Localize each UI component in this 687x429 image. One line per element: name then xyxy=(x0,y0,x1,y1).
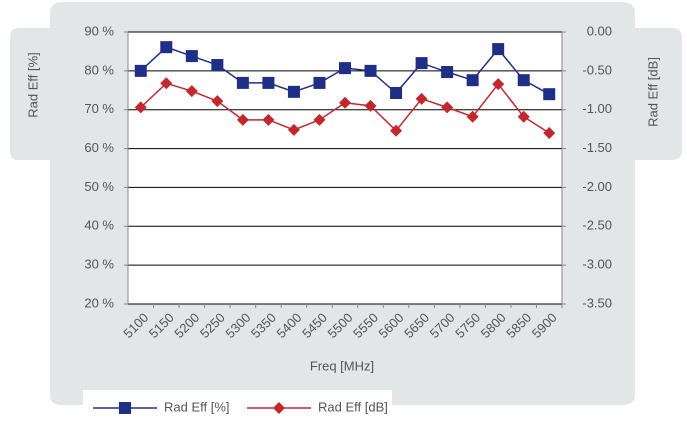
point xyxy=(364,64,377,77)
point xyxy=(415,57,428,70)
y-tick-label: 60 % xyxy=(84,140,114,155)
point xyxy=(185,50,198,63)
point xyxy=(211,59,224,72)
point xyxy=(185,85,198,98)
y2-tick-label: -3.00 xyxy=(582,257,612,272)
y2-tick-label: -1.50 xyxy=(582,140,612,155)
point xyxy=(492,78,505,91)
point xyxy=(517,74,530,87)
point xyxy=(262,113,275,126)
y-tick-label: 70 % xyxy=(84,101,114,116)
point xyxy=(134,64,147,77)
point xyxy=(441,101,454,114)
legend xyxy=(83,390,392,429)
point xyxy=(339,96,351,109)
point xyxy=(441,66,454,79)
point xyxy=(134,101,147,114)
point xyxy=(492,43,505,56)
point xyxy=(466,74,479,87)
y-tick-label: 90 % xyxy=(84,23,114,38)
point xyxy=(364,99,377,112)
point xyxy=(236,113,249,126)
point xyxy=(211,95,224,108)
point xyxy=(160,41,173,54)
y-tick-label: 50 % xyxy=(84,179,114,194)
y2-tick-label: -2.50 xyxy=(582,218,612,233)
legend-marker xyxy=(273,402,285,414)
y2-tick-label: -2.00 xyxy=(582,179,612,194)
y-tick-label: 80 % xyxy=(84,62,114,77)
point xyxy=(313,76,326,89)
y-tick-label: 30 % xyxy=(84,257,114,272)
point xyxy=(543,127,556,140)
y2-tick-label: -1.00 xyxy=(582,101,612,116)
point xyxy=(415,92,428,105)
y2-axis-label: Rad Eff [dB] xyxy=(645,57,660,127)
legend-label: Rad Eff [%] xyxy=(164,399,230,414)
legend-label: Rad Eff [dB] xyxy=(318,399,388,414)
point xyxy=(466,110,479,123)
y2-tick-label: 0.00 xyxy=(587,23,612,38)
point xyxy=(313,113,326,126)
point xyxy=(287,85,300,98)
point xyxy=(390,87,403,100)
y-axis-label: Rad Eff [%] xyxy=(25,52,40,118)
plot-area xyxy=(128,32,562,304)
point xyxy=(390,124,403,137)
y2-tick-label: -3.50 xyxy=(582,295,612,310)
y-tick-label: 40 % xyxy=(84,218,114,233)
point xyxy=(262,76,275,89)
point xyxy=(236,76,249,89)
legend-marker xyxy=(119,402,131,414)
y2-tick-label: -0.50 xyxy=(582,62,612,77)
point xyxy=(339,62,351,75)
x-axis-label: Freq [MHz] xyxy=(310,358,374,373)
point xyxy=(543,88,556,101)
y-tick-label: 20 % xyxy=(84,295,114,310)
point xyxy=(517,110,530,123)
point xyxy=(287,123,300,136)
point xyxy=(160,77,173,90)
